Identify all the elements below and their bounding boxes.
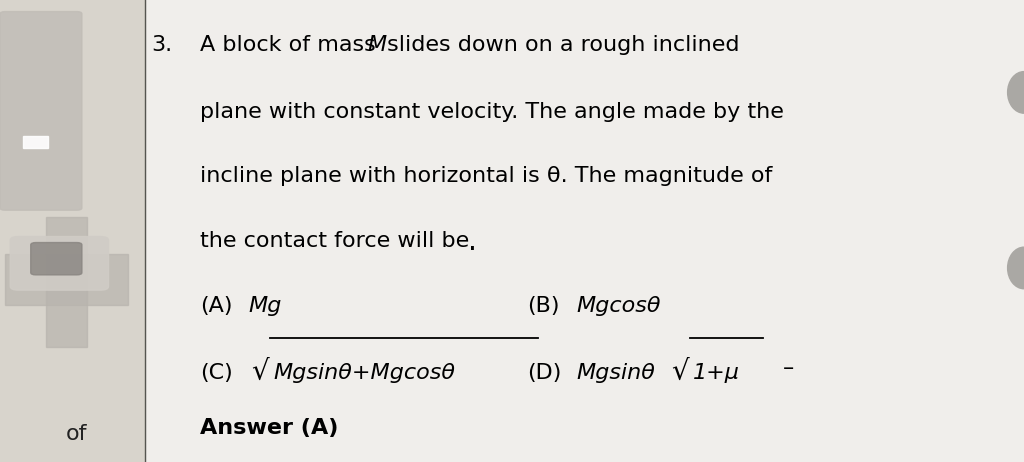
Text: ·: ·	[468, 236, 477, 264]
Text: Mgsinθ+Mgcosθ: Mgsinθ+Mgcosθ	[273, 363, 456, 383]
Text: Mg: Mg	[249, 296, 283, 316]
Text: (A): (A)	[200, 296, 232, 316]
Text: M: M	[368, 35, 387, 55]
Text: 1+μ: 1+μ	[693, 363, 740, 383]
FancyBboxPatch shape	[31, 243, 82, 275]
Bar	[5, 254, 128, 305]
Text: (C): (C)	[200, 363, 232, 383]
Text: incline plane with horizontal is θ. The magnitude of: incline plane with horizontal is θ. The …	[200, 166, 772, 186]
Text: –: –	[783, 358, 795, 378]
Text: slides down on a rough inclined: slides down on a rough inclined	[380, 35, 739, 55]
Bar	[46, 217, 87, 346]
Text: Mgcosθ: Mgcosθ	[577, 296, 662, 316]
Text: √: √	[671, 358, 688, 386]
Text: Answer (A): Answer (A)	[200, 418, 338, 438]
FancyBboxPatch shape	[10, 237, 109, 290]
Text: 3.: 3.	[152, 35, 173, 55]
Text: √: √	[251, 358, 268, 386]
Bar	[0, 0, 145, 462]
Text: A block of mass: A block of mass	[200, 35, 383, 55]
Text: (B): (B)	[527, 296, 560, 316]
Text: Mgsinθ: Mgsinθ	[577, 363, 655, 383]
FancyBboxPatch shape	[0, 12, 82, 210]
Ellipse shape	[1008, 72, 1024, 113]
Text: the contact force will be: the contact force will be	[200, 231, 469, 251]
Text: plane with constant velocity. The angle made by the: plane with constant velocity. The angle …	[200, 102, 783, 122]
Bar	[23, 136, 48, 148]
Text: of: of	[67, 424, 87, 444]
Ellipse shape	[1008, 247, 1024, 289]
Text: (D): (D)	[527, 363, 562, 383]
